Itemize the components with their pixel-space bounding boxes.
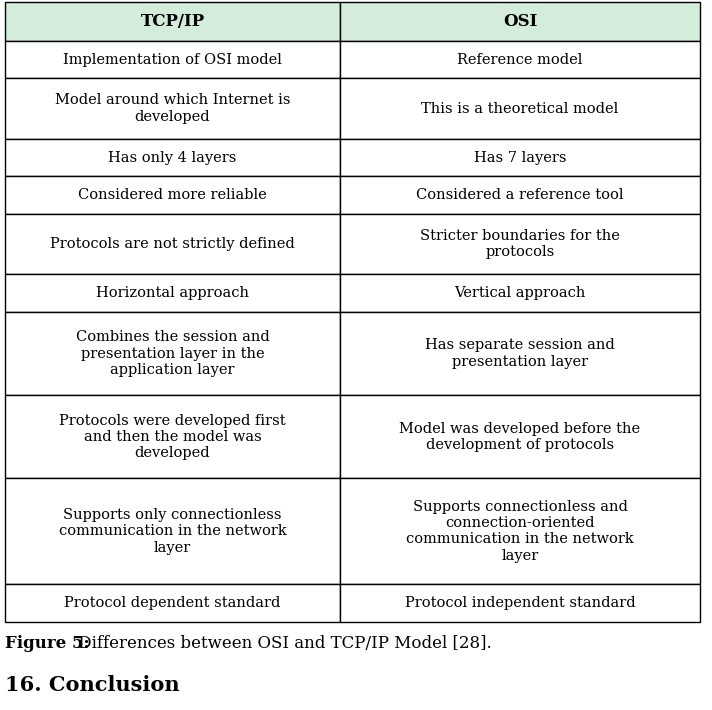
Text: Has 7 layers: Has 7 layers [473, 151, 566, 165]
Text: Model around which Internet is
developed: Model around which Internet is developed [55, 94, 290, 124]
Text: Supports only connectionless
communication in the network
layer: Supports only connectionless communicati… [58, 508, 286, 555]
Bar [5, 78, 340, 138]
Text: Differences between OSI and TCP/IP Model [28].: Differences between OSI and TCP/IP Model… [73, 635, 492, 652]
Text: Considered a reference tool: Considered a reference tool [417, 188, 624, 202]
Text: Combines the session and
presentation layer in the
application layer: Combines the session and presentation la… [75, 330, 269, 377]
Bar [340, 274, 700, 312]
Bar [340, 176, 700, 214]
Text: Stricter boundaries for the
protocols: Stricter boundaries for the protocols [420, 229, 620, 259]
Text: Protocol independent standard: Protocol independent standard [404, 596, 635, 610]
Bar [5, 395, 340, 479]
Text: Horizontal approach: Horizontal approach [96, 286, 249, 300]
Text: Protocols were developed first
and then the model was
developed: Protocols were developed first and then … [59, 414, 286, 460]
Bar [340, 584, 700, 622]
Text: OSI: OSI [503, 13, 537, 30]
Bar [340, 312, 700, 395]
Text: Reference model: Reference model [457, 53, 582, 67]
Bar [340, 138, 700, 176]
Bar [340, 40, 700, 78]
Bar [5, 2, 340, 40]
Bar [340, 479, 700, 584]
Bar [340, 395, 700, 479]
Bar [5, 40, 340, 78]
Bar [5, 214, 340, 274]
Text: Protocols are not strictly defined: Protocols are not strictly defined [50, 237, 295, 251]
Text: 16. Conclusion: 16. Conclusion [5, 675, 179, 695]
Text: Considered more reliable: Considered more reliable [78, 188, 267, 202]
Text: Supports connectionless and
connection-oriented
communication in the network
lay: Supports connectionless and connection-o… [406, 500, 634, 563]
Text: TCP/IP: TCP/IP [140, 13, 204, 30]
Text: Protocol dependent standard: Protocol dependent standard [64, 596, 281, 610]
Bar [5, 176, 340, 214]
Text: Has separate session and
presentation layer: Has separate session and presentation la… [425, 339, 615, 368]
Bar [340, 214, 700, 274]
Bar [5, 312, 340, 395]
Bar [5, 584, 340, 622]
Text: Implementation of OSI model: Implementation of OSI model [63, 53, 282, 67]
Text: This is a theoretical model: This is a theoretical model [422, 102, 619, 116]
Bar [5, 138, 340, 176]
Text: Has only 4 layers: Has only 4 layers [108, 151, 236, 165]
Bar [5, 274, 340, 312]
Bar [5, 479, 340, 584]
Text: Figure 5:: Figure 5: [5, 635, 90, 652]
Bar [340, 78, 700, 138]
Bar [340, 2, 700, 40]
Text: Vertical approach: Vertical approach [454, 286, 586, 300]
Text: Model was developed before the
development of protocols: Model was developed before the developme… [399, 422, 641, 452]
